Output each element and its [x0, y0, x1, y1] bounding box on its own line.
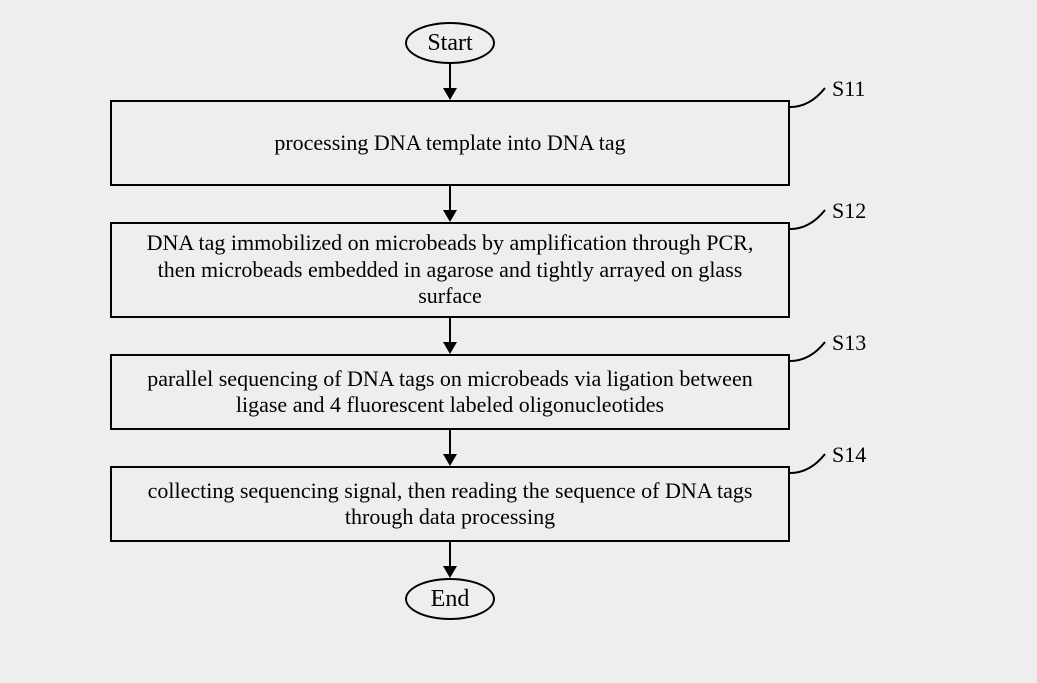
step-label-s11: S11 — [832, 76, 865, 102]
process-s12-text: DNA tag immobilized on microbeads by amp… — [128, 230, 772, 309]
process-s14: collecting sequencing signal, then readi… — [110, 466, 790, 542]
start-terminator: Start — [405, 22, 495, 64]
process-s11: processing DNA template into DNA tag — [110, 100, 790, 186]
start-label: Start — [427, 30, 472, 57]
flowchart-canvas: Start processing DNA template into DNA t… — [0, 0, 1037, 683]
step-label-s13: S13 — [832, 330, 866, 356]
process-s13-text: parallel sequencing of DNA tags on micro… — [128, 366, 772, 419]
process-s12: DNA tag immobilized on microbeads by amp… — [110, 222, 790, 318]
process-s14-text: collecting sequencing signal, then readi… — [128, 478, 772, 531]
step-label-s12: S12 — [832, 198, 866, 224]
process-s13: parallel sequencing of DNA tags on micro… — [110, 354, 790, 430]
process-s11-text: processing DNA template into DNA tag — [274, 130, 625, 156]
end-terminator: End — [405, 578, 495, 620]
step-label-s14: S14 — [832, 442, 866, 468]
end-label: End — [431, 586, 470, 613]
